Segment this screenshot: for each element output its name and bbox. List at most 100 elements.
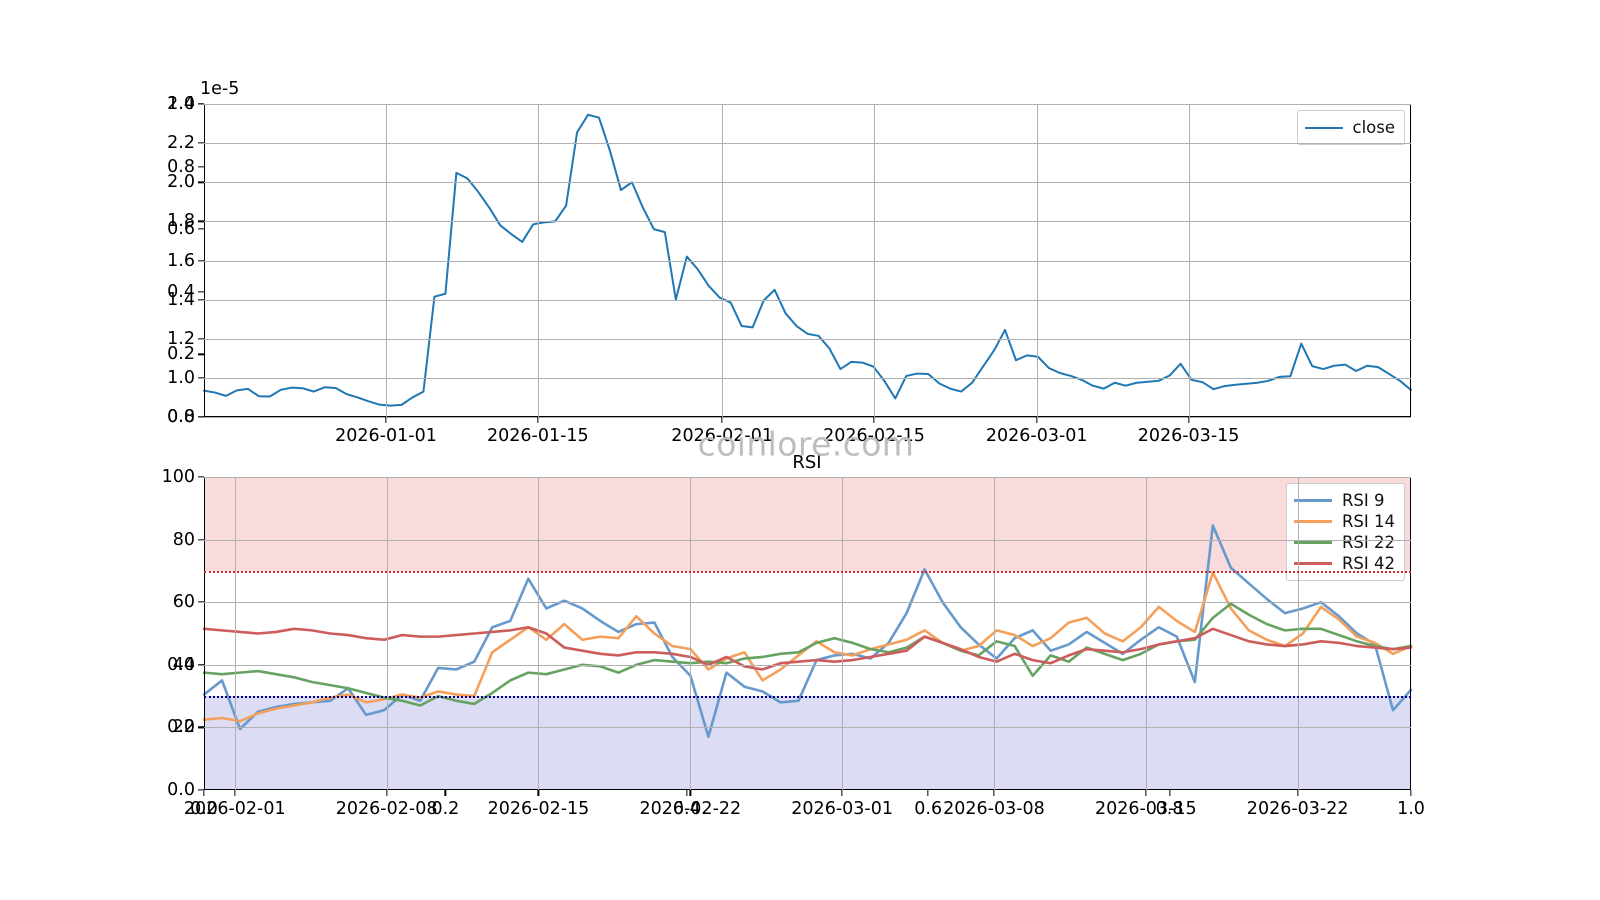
price-gridline-v-2: [722, 104, 724, 417]
legend-swatch-rsi-14-icon: [1293, 520, 1332, 523]
rsi-xtick-2026-03-08-mark: [993, 790, 995, 796]
rsi-chart-panel: RSI 9 RSI 14 RSI 22 RSI 42 20 40 60 80 100 0.0 0.…: [162, 467, 1425, 819]
price-xtick-2026-01-01: 2026-01-01: [335, 426, 437, 446]
price-gridline-h-8: [204, 104, 1411, 105]
price-gridline-h-0: [204, 417, 1411, 418]
price-gridline-v-4: [1036, 104, 1038, 417]
price-ytick-1.6-mark: [198, 259, 204, 262]
price-overlay-ytick-0.8: 0.8: [167, 156, 195, 177]
rsi-xtick-2026-02-22: 2026-02-22: [639, 799, 742, 819]
legend-swatch-rsi-9-icon: [1293, 499, 1332, 502]
price-gridline-h-6: [204, 182, 1411, 184]
rsi-gridline-v-3: [690, 477, 692, 790]
price-overlay-ytick-mark-3: [198, 228, 204, 230]
rsi-overlay-xtick-0.6-mark: [927, 790, 929, 796]
rsi-xtick-2026-02-15-mark: [537, 790, 540, 796]
price-xtick-2026-01-15-mark: [537, 417, 539, 423]
price-gridline-v-3: [874, 104, 875, 417]
rsi-overlay-ytick-0.0: 0.0: [167, 780, 195, 800]
rsi-xtick-2026-03-01: 2026-03-01: [791, 799, 893, 819]
price-ytick-2.2: 2.2: [167, 133, 195, 154]
rsi-xtick-2026-02-15: 2026-02-15: [487, 799, 590, 819]
rsi-overlay-xtick-0.6: 0.6: [914, 799, 943, 819]
legend-swatch-close-icon: [1304, 126, 1343, 129]
rsi-gridline-v-0: [234, 477, 236, 790]
price-ytick-2.0-mark: [198, 181, 204, 183]
price-ytick-1.2: 1.2: [167, 328, 195, 349]
rsi-xtick-2026-02-22-mark: [689, 790, 691, 796]
legend-item-rsi-22[interactable]: RSI 22: [1293, 532, 1395, 553]
price-xtick-2026-03-01-mark: [1036, 417, 1038, 423]
price-y-offset-text: 1e-5: [200, 79, 240, 99]
price-overlay-ytick-mark-1: [198, 353, 204, 356]
rsi-overlay-xtick-0.4-mark: [686, 790, 688, 796]
rsi-ytick-80: 80: [172, 529, 195, 550]
rsi-gridline-h-3: [204, 539, 1411, 541]
price-ytick-2.2-mark: [198, 142, 204, 144]
rsi-gridline-v-5: [993, 477, 995, 790]
rsi-panel-title: RSI: [792, 452, 822, 473]
price-overlay-ytick-mark-2: [198, 291, 204, 293]
price-ytick-1.6: 1.6: [167, 250, 195, 271]
price-ytick-1.0-mark: [198, 377, 204, 379]
rsi-gridline-h-2: [204, 602, 1411, 604]
rsi-gridline-h-1: [204, 664, 1411, 666]
price-legend[interactable]: close: [1296, 110, 1405, 145]
rsi-gridline-v-6: [1145, 477, 1147, 790]
rsi-xtick-2026-03-22: 2026-03-22: [1246, 799, 1349, 819]
price-ytick-1.4: 1.4: [167, 289, 195, 310]
rsi-oversold-threshold-line: [204, 696, 1411, 699]
rsi-gridline-v-4: [842, 477, 844, 790]
rsi-legend[interactable]: RSI 9 RSI 14 RSI 22 RSI 42: [1285, 483, 1405, 581]
rsi-xtick-2026-03-15-mark: [1145, 790, 1147, 796]
rsi-overbought-threshold-line: [204, 570, 1411, 573]
price-ytick-1.0: 1.0: [167, 367, 195, 388]
rsi-overlay-ytick-0.4: 0.4: [167, 654, 195, 675]
rsi-line-plot: [202, 524, 1413, 739]
price-overlay-ytick-mark-0: [198, 416, 204, 418]
rsi-oversold-band: [204, 696, 1411, 790]
rsi-xtick-2026-03-22-mark: [1297, 790, 1299, 796]
price-xtick-2026-03-15-mark: [1187, 417, 1190, 423]
legend-item-rsi-9[interactable]: RSI 9: [1293, 490, 1395, 511]
rsi-ytick-60: 60: [172, 592, 195, 613]
price-overlay-ytick-0.0: 0.0: [167, 407, 195, 427]
rsi-xtick-2026-02-01: 2026-02-01: [183, 799, 286, 819]
rsi-overlay-xtick-1.0-mark: [1410, 790, 1412, 796]
price-xtick-2026-02-15-mark: [873, 417, 875, 423]
price-xtick-2026-01-01-mark: [385, 417, 387, 423]
legend-swatch-rsi-42-icon: [1293, 562, 1332, 565]
price-ytick-2.0: 2.0: [167, 172, 195, 193]
legend-label: RSI 9: [1341, 491, 1385, 510]
rsi-ytick-100: 100: [161, 467, 195, 487]
price-gridline-h-7: [204, 143, 1411, 145]
price-xtick-2026-02-01: 2026-02-01: [671, 426, 774, 446]
legend-label: close: [1352, 118, 1396, 137]
price-gridline-h-4: [204, 260, 1411, 262]
legend-item-rsi-42[interactable]: RSI 42: [1293, 553, 1395, 574]
rsi-overlay-xtick-1.0: 1.0: [1397, 799, 1425, 819]
legend-item-rsi-14[interactable]: RSI 14: [1293, 511, 1395, 532]
price-gridline-v-5: [1188, 104, 1190, 417]
price-gridline-v-1: [537, 104, 539, 417]
rsi-ytick-100-mark: [198, 476, 204, 478]
rsi-xtick-2026-02-01-mark: [234, 790, 236, 796]
coinlore-watermark: coinlore.com: [697, 424, 915, 464]
rsi-overlay-xtick-0.0-mark: [203, 790, 205, 796]
price-xtick-2026-01-15: 2026-01-15: [486, 426, 589, 446]
legend-label: RSI 14: [1341, 512, 1395, 531]
rsi-ytick-40: 40: [172, 654, 195, 675]
price-ytick-2.4: 2.4: [167, 94, 195, 114]
rsi-ytick-80-mark: [198, 538, 204, 541]
rsi-overlay-ytick-mark-0: [198, 789, 204, 791]
legend-swatch-rsi-22-icon: [1293, 541, 1332, 544]
price-chart-panel: 1e-5 close 0.8 1.0 1.2 1.4 1.6 1.8 2.0 2.2 2.4 0.…: [167, 79, 1412, 446]
price-gridline-v-0: [386, 104, 387, 417]
rsi-ytick-20: 20: [172, 717, 195, 738]
legend-item-close[interactable]: close: [1304, 117, 1396, 138]
rsi-xtick-2026-03-01-mark: [841, 790, 843, 796]
price-line-plot: [203, 113, 1412, 407]
price-ytick-1.2-mark: [198, 338, 204, 340]
rsi-xtick-2026-03-08: 2026-03-08: [943, 799, 1045, 819]
